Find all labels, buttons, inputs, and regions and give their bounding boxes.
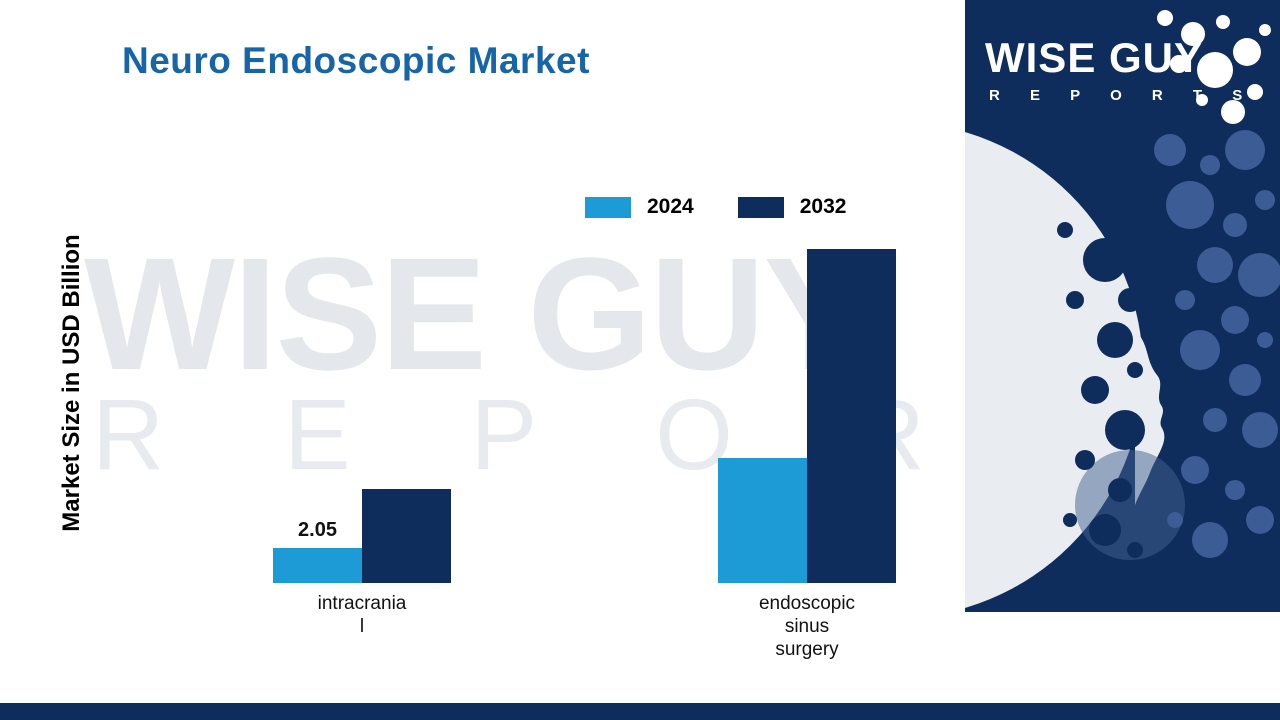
brand-logo-name: WISE GUY <box>985 34 1204 81</box>
bar-value-label: 2.05 <box>298 519 337 541</box>
bar-intracranial-2032 <box>362 489 451 583</box>
footer-bar <box>0 703 1280 720</box>
bar-endoscopic-2024 <box>718 458 807 583</box>
bar-endoscopic-2032 <box>807 249 896 583</box>
x-tick-line: sinus <box>784 616 830 638</box>
x-tick-intracranial: intracrania l <box>273 592 451 638</box>
x-tick-line: intracrania <box>317 593 407 614</box>
page-title: Neuro Endoscopic Market <box>122 40 590 81</box>
y-axis-label: Market Size in USD Billion <box>58 234 85 532</box>
x-tick-line: surgery <box>775 639 839 661</box>
x-tick-line: l <box>359 616 365 638</box>
legend-swatch-2032 <box>737 196 784 218</box>
brand-panel: WISE GUY R E P O R T S <box>965 0 1280 612</box>
legend-item-2024: 2024 <box>585 195 694 219</box>
x-tick-line: endoscopic <box>758 593 856 614</box>
brand-logo-subtitle: R E P O R T S <box>989 87 1256 104</box>
chart-legend: 2024 2032 <box>585 195 846 219</box>
watermark-line1: WISE GUY <box>84 224 870 403</box>
bar-group-endoscopic-sinus-surgery <box>718 249 896 583</box>
legend-swatch-2024 <box>585 196 631 218</box>
brand-logo: WISE GUY R E P O R T S <box>985 34 1255 104</box>
head-silhouette-icon <box>965 10 1280 608</box>
legend-item-2032: 2032 <box>737 195 847 219</box>
legend-label-2024: 2024 <box>647 195 694 218</box>
bar-group-intracranial: 2.05 <box>273 489 451 583</box>
bar-intracranial-2024 <box>273 548 362 583</box>
legend-label-2032: 2032 <box>799 195 847 218</box>
x-tick-endoscopic-sinus-surgery: endoscopic sinus surgery <box>718 592 896 662</box>
